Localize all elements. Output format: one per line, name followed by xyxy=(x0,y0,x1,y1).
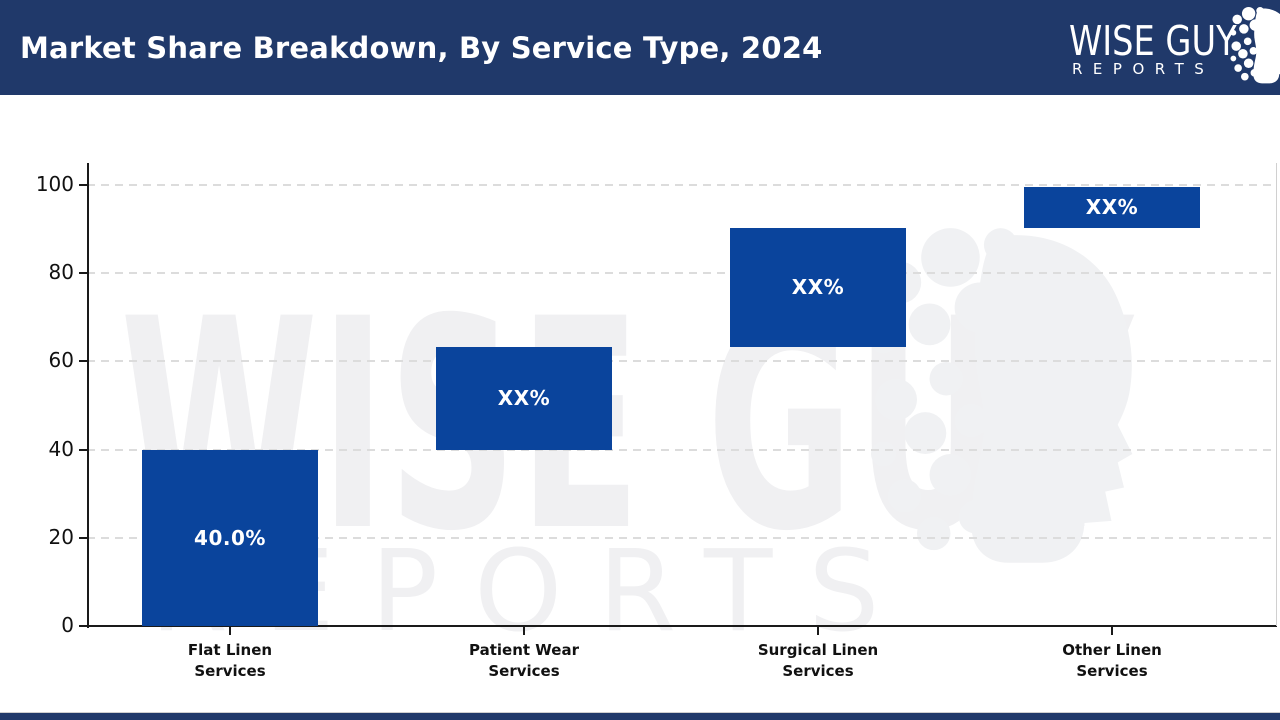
x-axis-tick xyxy=(523,627,525,635)
logo-wordmark: WISE GUY xyxy=(1069,17,1237,65)
x-axis-tick xyxy=(229,627,231,635)
bar-value-label: 40.0% xyxy=(194,525,266,550)
y-axis-tick xyxy=(79,625,87,627)
logo: WISE GUY REPORTS xyxy=(1027,0,1280,95)
x-axis-tick xyxy=(1111,627,1113,635)
y-tick-label: 100 xyxy=(35,172,74,196)
header-bar: Market Share Breakdown, By Service Type,… xyxy=(0,0,1280,95)
x-axis-tick xyxy=(817,627,819,635)
y-axis-tick xyxy=(79,184,87,186)
y-axis-tick xyxy=(79,448,87,451)
bar-value-label: XX% xyxy=(497,386,551,411)
logo-head-icon xyxy=(1230,6,1280,84)
category-label: Other Linen Services xyxy=(1062,641,1162,680)
bar: XX% xyxy=(436,346,612,450)
y-axis-line xyxy=(87,163,89,628)
y-axis-tick xyxy=(79,536,87,539)
gridline xyxy=(87,536,1277,539)
y-tick-label: 40 xyxy=(48,436,74,461)
gridline xyxy=(87,272,1277,275)
bar: XX% xyxy=(1024,186,1200,228)
category-label: Flat Linen Services xyxy=(187,641,273,680)
bar-value-label: XX% xyxy=(791,275,845,300)
gridline xyxy=(87,360,1277,363)
bar: XX% xyxy=(730,227,906,347)
y-tick-label: 0 xyxy=(61,613,74,637)
page-title: Market Share Breakdown, By Service Type,… xyxy=(20,30,823,65)
y-tick-label: 80 xyxy=(48,260,74,285)
bar: 40.0% xyxy=(142,449,318,626)
category-label: Surgical Linen Services xyxy=(757,641,879,680)
x-axis-line xyxy=(87,625,1277,627)
gridline xyxy=(87,448,1277,451)
category-label: Patient Wear Services xyxy=(469,641,579,680)
y-tick-label: 60 xyxy=(48,348,74,373)
right-spine xyxy=(1276,163,1277,626)
y-tick-label: 20 xyxy=(48,524,74,549)
y-axis-tick xyxy=(79,360,87,363)
gridline xyxy=(87,184,1277,186)
y-axis-tick xyxy=(79,272,87,275)
logo-reports-text: REPORTS xyxy=(1072,60,1215,78)
bar-value-label: XX% xyxy=(1085,195,1139,220)
footer-bar xyxy=(0,712,1280,720)
